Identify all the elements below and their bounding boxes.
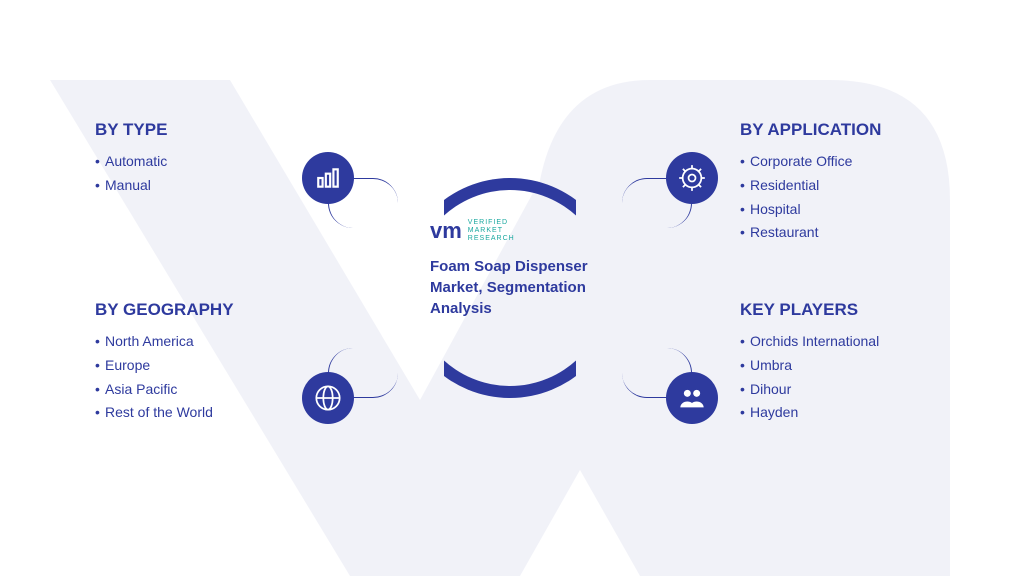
list-item: Corporate Office (740, 150, 881, 174)
list-item: Automatic (95, 150, 167, 174)
list-item: Hospital (740, 198, 881, 222)
list-item: Restaurant (740, 221, 881, 245)
bar-chart-icon (302, 152, 354, 204)
list-item: North America (95, 330, 234, 354)
segment-players: KEY PLAYERS Orchids International Umbra … (740, 300, 879, 425)
heading-players: KEY PLAYERS (740, 300, 879, 320)
segment-geography: BY GEOGRAPHY North America Europe Asia P… (95, 300, 234, 425)
segment-type: BY TYPE Automatic Manual (95, 120, 167, 198)
segment-application: BY APPLICATION Corporate Office Resident… (740, 120, 881, 245)
center-content: vm VERIFIED MARKET RESEARCH Foam Soap Di… (430, 218, 590, 319)
list-item: Hayden (740, 401, 879, 425)
center-title: Foam Soap Dispenser Market, Segmentation… (430, 256, 590, 319)
people-icon (666, 372, 718, 424)
logo: vm VERIFIED MARKET RESEARCH (430, 218, 590, 244)
gear-icon (666, 152, 718, 204)
logo-line: VERIFIED (468, 219, 508, 226)
logo-mark: vm (430, 218, 462, 244)
list-geography: North America Europe Asia Pacific Rest o… (95, 330, 234, 425)
heading-geography: BY GEOGRAPHY (95, 300, 234, 320)
heading-application: BY APPLICATION (740, 120, 881, 140)
list-application: Corporate Office Residential Hospital Re… (740, 150, 881, 245)
globe-icon (302, 372, 354, 424)
list-item: Asia Pacific (95, 378, 234, 402)
logo-line: MARKET (468, 227, 503, 234)
list-item: Umbra (740, 354, 879, 378)
heading-type: BY TYPE (95, 120, 167, 140)
logo-text: VERIFIED MARKET RESEARCH (468, 219, 515, 242)
list-item: Residential (740, 174, 881, 198)
list-item: Europe (95, 354, 234, 378)
list-type: Automatic Manual (95, 150, 167, 198)
list-item: Rest of the World (95, 401, 234, 425)
logo-line: RESEARCH (468, 235, 515, 242)
list-item: Orchids International (740, 330, 879, 354)
center-circle: vm VERIFIED MARKET RESEARCH Foam Soap Di… (400, 178, 620, 398)
infographic-container: BY TYPE Automatic Manual BY GEOGRAPHY No… (0, 0, 1024, 576)
list-item: Dihour (740, 378, 879, 402)
list-item: Manual (95, 174, 167, 198)
list-players: Orchids International Umbra Dihour Hayde… (740, 330, 879, 425)
